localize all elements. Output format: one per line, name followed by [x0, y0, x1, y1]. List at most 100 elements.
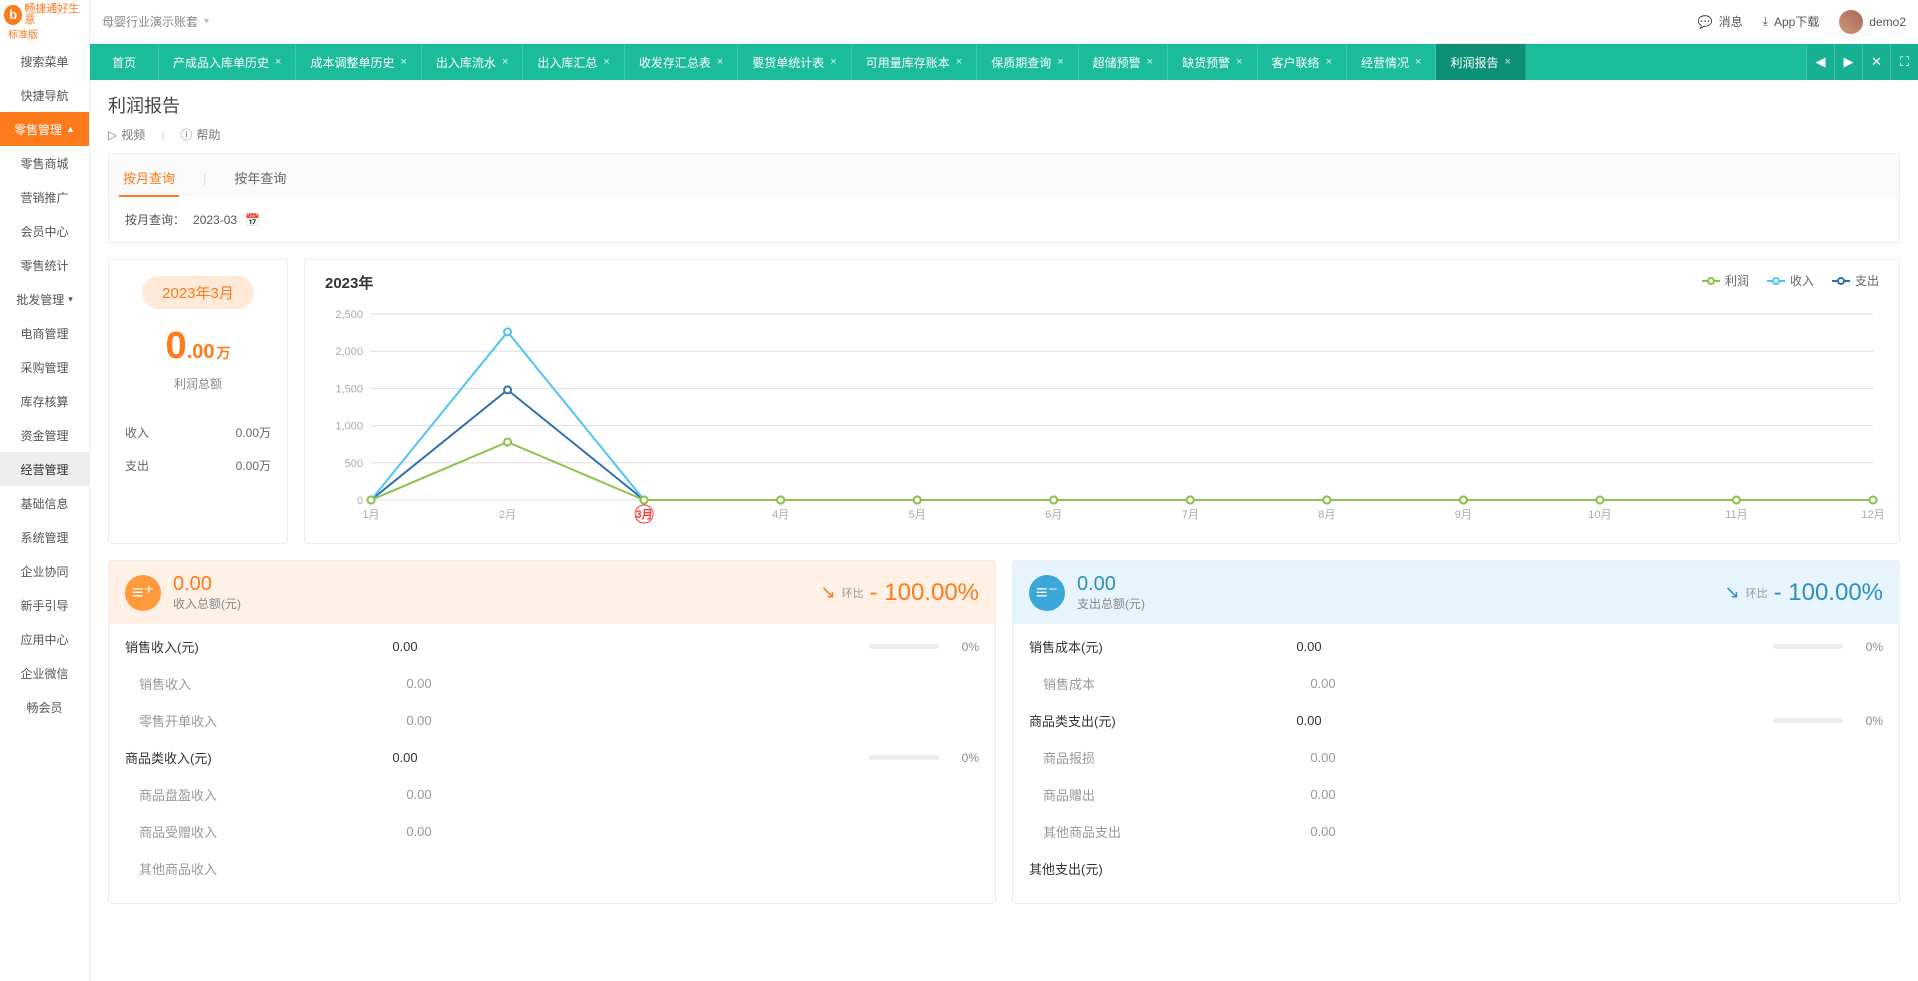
logo[interactable]: b畅捷通好生意 标准版	[0, 0, 89, 44]
close-icon[interactable]: ×	[275, 56, 281, 68]
sidebar-item-13[interactable]: 基础信息	[0, 486, 89, 520]
sidebar-item-0[interactable]: 搜索菜单	[0, 44, 89, 78]
calendar-icon[interactable]: 📅	[245, 213, 260, 227]
sidebar-item-3[interactable]: 零售商城	[0, 146, 89, 180]
message-icon: 💬	[1698, 15, 1713, 29]
close-icon[interactable]: ×	[1326, 56, 1332, 68]
summary-card: 2023年3月 0.00万 利润总额 收入0.00万 支出0.00万	[108, 259, 288, 544]
chart-title: 2023年	[325, 272, 373, 293]
tab-4[interactable]: 收发存汇总表×	[625, 44, 738, 80]
tabs-close-all[interactable]: ✕	[1862, 44, 1890, 80]
app-download-button[interactable]: ⤓ App下载	[1763, 13, 1820, 30]
sidebar-item-5[interactable]: 会员中心	[0, 214, 89, 248]
panel-row: 零售开单收入0.00	[125, 702, 979, 739]
query-value[interactable]: 2023-03	[193, 213, 237, 227]
panel-row: 商品赠出0.00	[1029, 776, 1883, 813]
svg-text:10月: 10月	[1588, 509, 1611, 521]
panel-row: 商品报损0.00	[1029, 739, 1883, 776]
tab-9[interactable]: 缺货预警×	[1168, 44, 1257, 80]
tab-3[interactable]: 出入库汇总×	[523, 44, 624, 80]
close-icon[interactable]: ×	[956, 56, 962, 68]
svg-text:1,500: 1,500	[335, 383, 363, 395]
tabs-scroll-right[interactable]: ▶	[1834, 44, 1862, 80]
chart-card: 2023年 利润 收入 支出 05001,0001,5002,0002,5001…	[304, 259, 1900, 544]
panel-row: 其他商品支出0.00	[1029, 813, 1883, 850]
svg-text:5月: 5月	[909, 509, 926, 521]
tab-7[interactable]: 保质期查询×	[977, 44, 1078, 80]
messages-button[interactable]: 💬 消息	[1698, 13, 1743, 30]
sidebar-item-12[interactable]: 经营管理	[0, 452, 89, 486]
chevron-down-icon: ▾	[204, 16, 209, 27]
sidebar-item-2[interactable]: 零售管理▲	[0, 112, 89, 146]
sidebar-item-19[interactable]: 畅会员	[0, 690, 89, 724]
panel-row: 商品受赠收入0.00	[125, 813, 979, 850]
account-name: 母婴行业演示账套	[102, 13, 198, 30]
close-icon[interactable]: ×	[1236, 56, 1242, 68]
help-icon: ⓘ	[180, 126, 192, 143]
tab-11[interactable]: 经营情况×	[1347, 44, 1436, 80]
tab-home[interactable]: 首页	[90, 44, 159, 80]
legend-income[interactable]: 收入	[1767, 272, 1814, 289]
sidebar-item-15[interactable]: 企业协同	[0, 554, 89, 588]
sidebar-item-16[interactable]: 新手引导	[0, 588, 89, 622]
close-icon[interactable]: ×	[1504, 56, 1510, 68]
help-link[interactable]: ⓘ帮助	[180, 126, 220, 143]
query-tab-month[interactable]: 按月查询	[119, 160, 179, 197]
tab-5[interactable]: 要货单统计表×	[738, 44, 851, 80]
sidebar-item-9[interactable]: 采购管理	[0, 350, 89, 384]
close-icon[interactable]: ×	[717, 56, 723, 68]
svg-text:11月: 11月	[1725, 509, 1747, 521]
trend-down-icon: ↘	[821, 582, 836, 603]
close-icon[interactable]: ×	[603, 56, 609, 68]
legend-profit[interactable]: 利润	[1702, 272, 1749, 289]
profit-total: 0.00万	[166, 327, 231, 365]
sidebar-item-17[interactable]: 应用中心	[0, 622, 89, 656]
panel-row: 销售成本0.00	[1029, 665, 1883, 702]
chart-legend: 利润 收入 支出	[1702, 272, 1879, 289]
tab-6[interactable]: 可用量库存账本×	[852, 44, 977, 80]
video-link[interactable]: ▷视频	[108, 126, 145, 143]
close-icon[interactable]: ×	[1147, 56, 1153, 68]
play-icon: ▷	[108, 128, 117, 142]
close-icon[interactable]: ×	[400, 56, 406, 68]
close-icon[interactable]: ×	[830, 56, 836, 68]
sidebar-item-11[interactable]: 资金管理	[0, 418, 89, 452]
tab-8[interactable]: 超储预警×	[1079, 44, 1168, 80]
sidebar-item-6[interactable]: 零售统计	[0, 248, 89, 282]
svg-text:4月: 4月	[772, 509, 789, 521]
svg-text:3月: 3月	[636, 508, 653, 521]
panel-row: 商品类支出(元)0.000%	[1029, 702, 1883, 739]
tab-10[interactable]: 客户联络×	[1258, 44, 1347, 80]
tab-2[interactable]: 出入库流水×	[422, 44, 523, 80]
sidebar-item-14[interactable]: 系统管理	[0, 520, 89, 554]
sidebar-item-8[interactable]: 电商管理	[0, 316, 89, 350]
sidebar-item-7[interactable]: 批发管理▾	[0, 282, 89, 316]
page-title: 利润报告	[108, 92, 1900, 118]
svg-text:12月: 12月	[1861, 509, 1883, 521]
close-icon[interactable]: ×	[1415, 56, 1421, 68]
tab-1[interactable]: 成本调整单历史×	[296, 44, 421, 80]
tab-12[interactable]: 利润报告×	[1436, 44, 1525, 80]
account-selector[interactable]: 母婴行业演示账套 ▾	[102, 13, 322, 30]
query-tab-year[interactable]: 按年查询	[230, 160, 290, 197]
download-icon: ⤓	[1763, 14, 1768, 29]
close-icon[interactable]: ×	[502, 56, 508, 68]
topbar: 母婴行业演示账套 ▾ 💬 消息 ⤓ App下载 demo2	[90, 0, 1918, 44]
sidebar-item-1[interactable]: 快捷导航	[0, 78, 89, 112]
svg-text:9月: 9月	[1455, 509, 1472, 521]
svg-text:8月: 8月	[1318, 509, 1335, 521]
sidebar-item-4[interactable]: 营销推广	[0, 180, 89, 214]
legend-expense[interactable]: 支出	[1832, 272, 1879, 289]
fullscreen-toggle[interactable]: ⛶	[1890, 44, 1918, 80]
tab-0[interactable]: 产成品入库单历史×	[159, 44, 296, 80]
svg-text:2,000: 2,000	[335, 346, 363, 358]
svg-text:7月: 7月	[1182, 509, 1199, 521]
user-menu[interactable]: demo2	[1839, 10, 1906, 34]
sidebar-item-18[interactable]: 企业微信	[0, 656, 89, 690]
avatar	[1839, 10, 1863, 34]
tabs-scroll-left[interactable]: ◀	[1806, 44, 1834, 80]
income-icon: ≡⁺	[125, 575, 161, 611]
sidebar-item-10[interactable]: 库存核算	[0, 384, 89, 418]
close-icon[interactable]: ×	[1057, 56, 1063, 68]
progress-bar	[869, 644, 939, 649]
